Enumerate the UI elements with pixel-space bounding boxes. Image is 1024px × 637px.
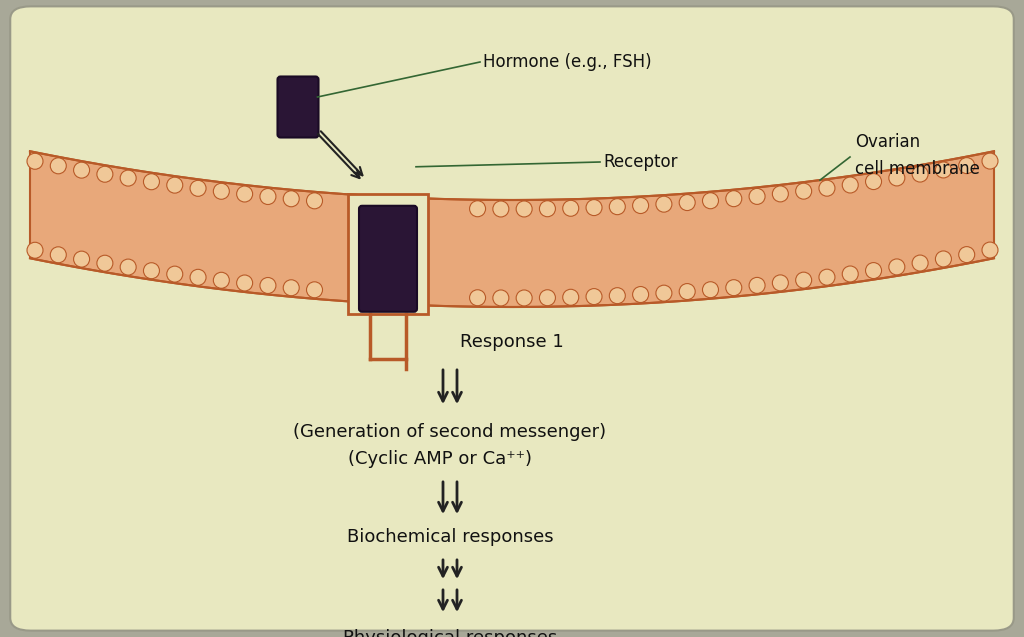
Text: Physiological responses: Physiological responses — [343, 629, 557, 637]
Circle shape — [702, 282, 719, 297]
Circle shape — [167, 266, 182, 282]
Circle shape — [889, 259, 905, 275]
Circle shape — [796, 272, 812, 288]
Circle shape — [143, 262, 160, 279]
Circle shape — [633, 197, 648, 213]
Circle shape — [74, 162, 89, 178]
Circle shape — [982, 153, 998, 169]
Circle shape — [167, 177, 182, 193]
Circle shape — [493, 201, 509, 217]
Circle shape — [912, 166, 928, 182]
Circle shape — [284, 190, 299, 207]
Circle shape — [493, 290, 509, 306]
Circle shape — [120, 170, 136, 186]
Circle shape — [843, 266, 858, 282]
Circle shape — [679, 283, 695, 299]
Text: Receptor: Receptor — [603, 153, 678, 171]
Circle shape — [865, 173, 882, 190]
Circle shape — [609, 199, 626, 215]
Circle shape — [633, 287, 648, 303]
Circle shape — [843, 177, 858, 193]
Circle shape — [540, 290, 555, 306]
Circle shape — [470, 290, 485, 306]
Text: Response 1: Response 1 — [460, 333, 564, 351]
Circle shape — [609, 288, 626, 304]
Circle shape — [470, 201, 485, 217]
Circle shape — [143, 174, 160, 190]
Text: Ovarian: Ovarian — [855, 133, 921, 151]
Text: Hormone (e.g., FSH): Hormone (e.g., FSH) — [483, 53, 651, 71]
Circle shape — [516, 290, 532, 306]
Circle shape — [237, 186, 253, 202]
Circle shape — [750, 277, 765, 294]
Circle shape — [27, 154, 43, 169]
Circle shape — [563, 200, 579, 217]
Circle shape — [97, 255, 113, 271]
Circle shape — [819, 180, 835, 196]
Circle shape — [865, 262, 882, 278]
Circle shape — [726, 190, 741, 206]
Circle shape — [260, 189, 275, 204]
Circle shape — [958, 247, 975, 262]
Bar — [348, 194, 428, 314]
Circle shape — [306, 282, 323, 298]
Circle shape — [726, 280, 741, 296]
Circle shape — [237, 275, 253, 291]
Polygon shape — [30, 151, 994, 307]
Text: (Generation of second messenger): (Generation of second messenger) — [294, 423, 606, 441]
Circle shape — [935, 251, 951, 267]
Circle shape — [213, 183, 229, 199]
Circle shape — [97, 166, 113, 182]
Circle shape — [702, 193, 719, 209]
FancyBboxPatch shape — [359, 206, 417, 311]
Circle shape — [772, 275, 788, 291]
Text: (Cyclic AMP or Ca⁺⁺): (Cyclic AMP or Ca⁺⁺) — [348, 450, 532, 468]
Circle shape — [656, 196, 672, 212]
FancyBboxPatch shape — [278, 76, 318, 138]
Circle shape — [50, 247, 67, 263]
Circle shape — [679, 194, 695, 211]
Circle shape — [306, 193, 323, 209]
Circle shape — [284, 280, 299, 296]
Circle shape — [935, 162, 951, 178]
Circle shape — [190, 180, 206, 196]
Circle shape — [74, 251, 89, 267]
Circle shape — [213, 272, 229, 289]
Circle shape — [27, 242, 43, 258]
Circle shape — [190, 269, 206, 285]
Circle shape — [120, 259, 136, 275]
Circle shape — [586, 289, 602, 304]
Circle shape — [889, 170, 905, 186]
Circle shape — [796, 183, 812, 199]
Circle shape — [750, 189, 765, 204]
Text: cell membrane: cell membrane — [855, 160, 980, 178]
Circle shape — [563, 289, 579, 305]
Circle shape — [656, 285, 672, 301]
Circle shape — [982, 242, 998, 258]
Circle shape — [772, 186, 788, 202]
Circle shape — [819, 269, 835, 285]
Circle shape — [50, 158, 67, 174]
Circle shape — [912, 255, 928, 271]
Circle shape — [540, 201, 555, 217]
Circle shape — [958, 157, 975, 174]
Text: Biochemical responses: Biochemical responses — [347, 528, 553, 546]
Circle shape — [586, 199, 602, 215]
Circle shape — [260, 278, 275, 294]
Circle shape — [516, 201, 532, 217]
